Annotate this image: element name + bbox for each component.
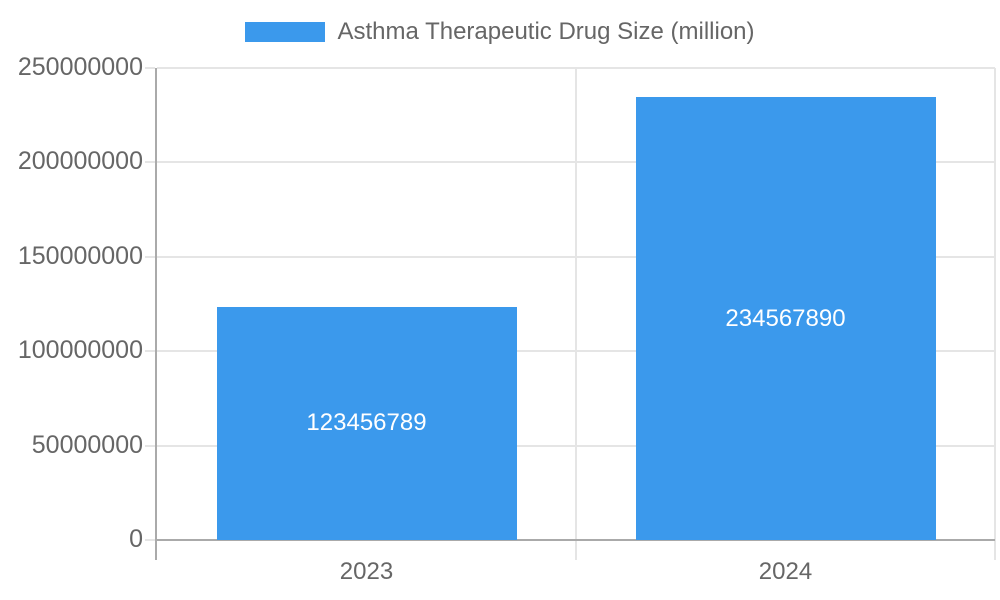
bar-2023	[216, 306, 517, 540]
x-axis-tick-label: 2024	[758, 558, 813, 585]
y-axis-tick-label: 200000000	[17, 147, 143, 176]
y-axis-line	[155, 68, 157, 560]
chart-legend: Asthma Therapeutic Drug Size (million)	[0, 20, 1000, 44]
y-axis-tick-label: 0	[129, 525, 143, 553]
bar-value-label: 234567890	[725, 304, 846, 332]
y-axis-tick-label: 50000000	[31, 430, 143, 459]
bar-2024	[635, 97, 936, 540]
bar-value-label: 123456789	[306, 409, 427, 437]
x-axis-tick-label: 2023	[339, 558, 394, 585]
y-axis-tick	[145, 350, 155, 353]
legend-label: Asthma Therapeutic Drug Size (million)	[337, 18, 755, 45]
y-axis-tick	[145, 161, 155, 164]
x-gridline	[575, 68, 577, 560]
y-axis-tick-label: 100000000	[17, 336, 143, 365]
x-axis-line	[155, 539, 995, 541]
x-gridline	[994, 68, 996, 560]
y-axis-tick	[145, 255, 155, 258]
legend-color-swatch	[245, 22, 326, 42]
legend-item[interactable]: Asthma Therapeutic Drug Size (million)	[245, 18, 755, 45]
y-axis-tick-label: 150000000	[17, 241, 143, 270]
y-axis-tick	[145, 539, 155, 541]
y-axis-tick-label: 250000000	[17, 53, 143, 81]
y-axis-tick	[145, 67, 155, 69]
y-axis-tick	[145, 444, 155, 447]
